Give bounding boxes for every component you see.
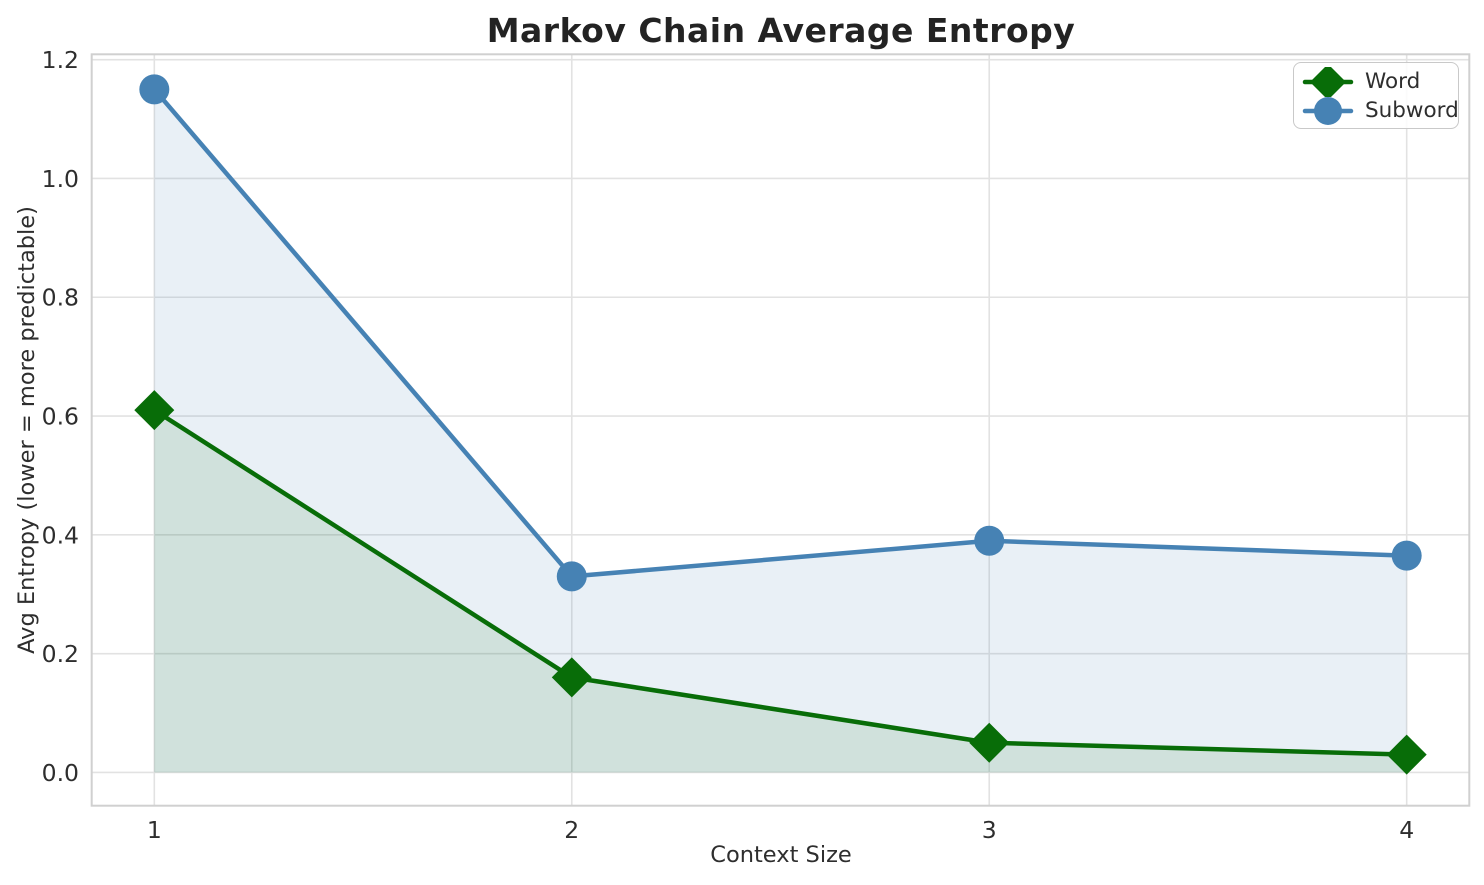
subword-area-fill	[154, 89, 1407, 773]
legend-label-word: Word	[1365, 69, 1421, 94]
word-marker-3	[969, 722, 1010, 763]
subword-legend-marker-icon	[1302, 96, 1354, 125]
legend-label-subword: Subword	[1365, 98, 1459, 123]
word-marker-1	[134, 390, 175, 431]
subword-line	[152, 87, 1409, 579]
y-tick-label-0.6: 0.6	[42, 403, 79, 431]
y-tick-label-1.2: 1.2	[42, 46, 79, 74]
legend-item-subword: Subword	[1302, 96, 1459, 125]
tick-label-layer: 1 2 3 4 0.0 0.2 0.4 0.6 0.8 1.0 1.2	[42, 46, 1415, 844]
series-layer	[134, 74, 1427, 775]
y-tick-label-0.4: 0.4	[42, 521, 79, 549]
axes-spines	[90, 53, 1471, 807]
word-line	[152, 407, 1409, 757]
x-tick-label-4: 4	[1399, 816, 1414, 844]
y-tick-label-0.2: 0.2	[42, 640, 79, 668]
grid-layer	[91, 54, 1470, 806]
word-legend-marker-icon	[1302, 66, 1354, 97]
x-tick-label-3: 3	[982, 816, 997, 844]
chart-title: Markov Chain Average Entropy	[486, 11, 1076, 50]
subword-marker-1	[139, 74, 170, 105]
y-tick-label-0.0: 0.0	[42, 759, 79, 787]
x-axis-label: Context Size	[710, 842, 852, 868]
y-tick-label-0.8: 0.8	[42, 284, 79, 312]
x-tick-label-2: 2	[564, 816, 579, 844]
legend-item-word: Word	[1302, 66, 1450, 97]
y-tick-label-1.0: 1.0	[42, 165, 79, 193]
word-marker-4	[1386, 734, 1427, 775]
y-axis-label: Avg Entropy (lower = more predictable)	[14, 206, 40, 654]
subword-marker-2	[556, 561, 587, 592]
area-fill-layer	[154, 89, 1407, 773]
x-tick-label-1: 1	[147, 816, 162, 844]
plot-border	[90, 53, 1471, 807]
subword-marker-3	[974, 525, 1005, 556]
word-area-fill	[154, 410, 1407, 773]
subword-marker-4	[1391, 540, 1422, 571]
legend: Word Subword	[1293, 62, 1459, 129]
word-marker-2	[551, 657, 592, 698]
